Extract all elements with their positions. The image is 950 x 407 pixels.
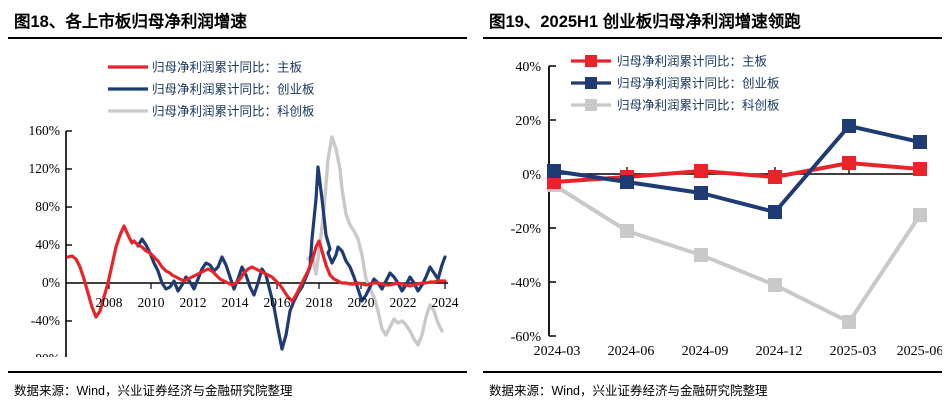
y-tick-0: 0% — [42, 275, 60, 290]
y-tick-neg60: -60% — [511, 330, 542, 345]
series-line-main-board-19 — [553, 161, 921, 184]
figure-18-title: 图18、各上市板归母净利润增速 — [14, 13, 247, 31]
series-line-star-market-18 — [306, 135, 444, 347]
y-tick-neg40: -40% — [511, 276, 542, 291]
figure-19-footer-rule — [483, 371, 942, 373]
legend-label-main-board: 归母净利润累计同比：主板 — [152, 61, 303, 75]
figure-18-plot-area: 归母净利润累计同比：主板 归母净利润累计同比：创业板 归母净利润累计同比：科创板… — [8, 39, 467, 371]
x-tick-2024-06: 2024-06 — [608, 344, 655, 357]
y-tick-120: 120% — [29, 161, 61, 176]
y-tick-20: 20% — [515, 114, 541, 129]
figure-18-source: 数据来源：Wind，兴业证券经济与金融研究院整理 — [14, 384, 293, 398]
figure-19-chart: 归母净利润累计同比：主板 归母净利润累计同比：创业板 归母净利润累计同比：科创板… — [511, 55, 942, 358]
x-tick-2024: 2024 — [432, 295, 459, 310]
y-tick-neg40: -40% — [31, 313, 60, 328]
x-tick-2022: 2022 — [390, 295, 417, 310]
x-tick-2010: 2010 — [138, 295, 165, 310]
x-tick-2020: 2020 — [348, 295, 375, 310]
legend-marker-star-market — [585, 99, 597, 111]
x-tick-2008: 2008 — [96, 295, 123, 310]
x-tick-2025-06: 2025-06 — [897, 344, 942, 357]
data-point-marker — [547, 175, 561, 189]
y-tick-160: 160% — [29, 123, 61, 138]
legend-label-star-market: 归母净利润累计同比：科创板 — [617, 99, 780, 113]
data-point-marker — [694, 164, 708, 178]
series-line-chinext-19 — [553, 124, 921, 214]
figure-19-legend: 归母净利润累计同比：主板 归母净利润累计同比：创业板 归母净利润累计同比：科创板 — [571, 55, 780, 113]
legend-marker-chinext — [585, 77, 597, 89]
y-tick-80: 80% — [35, 199, 60, 214]
series-line-main-board-18 — [66, 224, 447, 319]
figure-19-title-rule — [483, 37, 942, 39]
series-line-star-market-19 — [552, 183, 922, 324]
figure-19-plot-area: 归母净利润累计同比：主板 归母净利润累计同比：创业板 归母净利润累计同比：科创板… — [483, 39, 942, 371]
series-main-board-19 — [547, 156, 927, 189]
series-chinext-19 — [547, 119, 927, 219]
data-point-marker — [842, 119, 856, 133]
data-point-marker — [768, 278, 782, 292]
data-point-marker — [913, 162, 927, 176]
data-point-marker — [694, 248, 708, 262]
data-point-marker — [620, 175, 634, 189]
figure-18-footer-rule — [8, 371, 467, 373]
x-tick-2016: 2016 — [264, 295, 291, 310]
y-tick-40: 40% — [35, 237, 60, 252]
legend-label-star-market: 归母净利润累计同比：科创板 — [152, 105, 315, 119]
data-point-marker — [842, 315, 856, 329]
x-tick-2014: 2014 — [222, 295, 249, 310]
legend-label-chinext: 归母净利润累计同比：创业板 — [152, 83, 315, 97]
x-tick-2024-09: 2024-09 — [682, 344, 729, 357]
figure-18-title-rule — [8, 37, 467, 39]
figure-19-title: 图19、2025H1 创业板归母净利润增速领跑 — [489, 13, 801, 31]
data-point-marker — [768, 205, 782, 219]
x-tick-2024-12: 2024-12 — [756, 344, 803, 357]
data-point-marker — [913, 135, 927, 149]
figure-18-chart: 归母净利润累计同比：主板 归母净利润累计同比：创业板 归母净利润累计同比：科创板… — [29, 61, 459, 357]
figure-panel-18: 图18、各上市板归母净利润增速 归母净利润累计同比：主板 归母净利润累计同比：创… — [8, 13, 467, 398]
data-point-marker — [913, 208, 927, 222]
legend-marker-main-board — [585, 55, 597, 67]
y-tick-neg80: -80% — [31, 351, 60, 357]
figure-19-source: 数据来源：Wind，兴业证券经济与金融研究院整理 — [489, 384, 768, 398]
data-point-marker — [547, 164, 561, 178]
x-tick-2018: 2018 — [306, 295, 333, 310]
data-point-marker — [620, 224, 634, 238]
y-tick-neg20: -20% — [511, 222, 542, 237]
figure-panel-19: 图19、2025H1 创业板归母净利润增速领跑 归母净利润累计同比：主板 归母净… — [475, 0, 950, 407]
x-tick-2024-03: 2024-03 — [534, 344, 581, 357]
figure-18-y-axis: 160% 120% 80% 40% 0% -40% -80% — [29, 123, 72, 357]
data-point-marker — [842, 156, 856, 170]
y-tick-0: 0% — [522, 168, 541, 183]
legend-label-chinext: 归母净利润累计同比：创业板 — [617, 77, 780, 91]
figure-19-y-axis: 40% 20% 0% -20% -40% -60% — [511, 60, 556, 345]
y-tick-40: 40% — [515, 60, 541, 75]
data-point-marker — [768, 170, 782, 184]
x-tick-2012: 2012 — [180, 295, 207, 310]
data-point-marker — [694, 186, 708, 200]
x-tick-2025-03: 2025-03 — [830, 344, 877, 357]
figure-19-x-axis-labels: 2024-03 2024-06 2024-09 2024-12 2025-03 … — [534, 344, 942, 357]
figure-18-legend: 归母净利润累计同比：主板 归母净利润累计同比：创业板 归母净利润累计同比：科创板 — [108, 61, 315, 119]
legend-label-main-board: 归母净利润累计同比：主板 — [617, 55, 768, 69]
figure-18-x-axis-labels: 2008 2010 2012 2014 2016 2018 2020 2022 … — [96, 295, 459, 310]
